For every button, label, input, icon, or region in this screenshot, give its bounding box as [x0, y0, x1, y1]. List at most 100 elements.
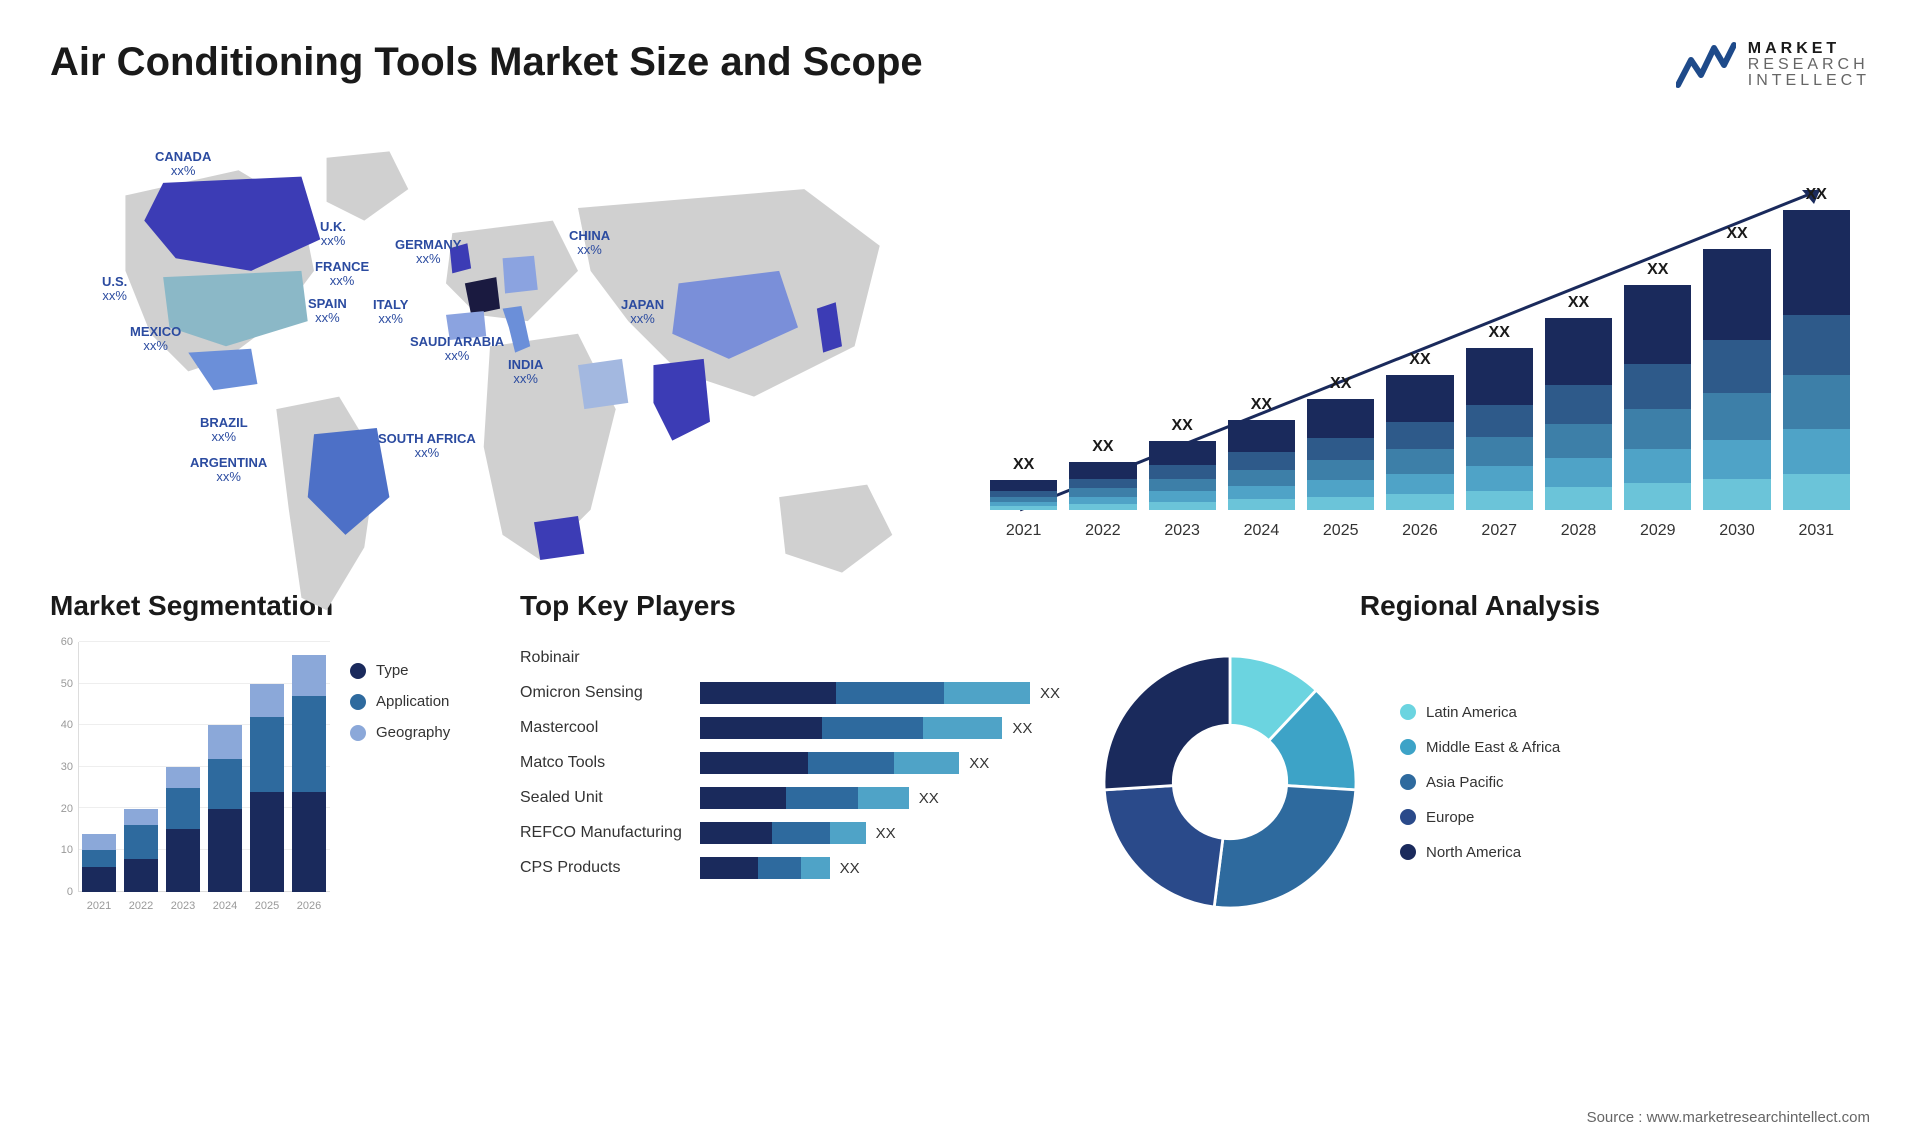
growth-xlabel: 2031 — [1783, 522, 1850, 540]
legend-label: Europe — [1426, 809, 1474, 826]
seg-bar — [124, 642, 158, 892]
map-label: ARGENTINAxx% — [190, 456, 267, 485]
growth-xlabel: 2026 — [1386, 522, 1453, 540]
legend-label: Application — [376, 693, 449, 710]
growth-bar: XX — [1545, 180, 1612, 510]
growth-chart-panel: XXXXXXXXXXXXXXXXXXXXXX 20212022202320242… — [970, 120, 1870, 540]
map-label: U.K.xx% — [320, 220, 346, 249]
keyplayer-name: CPS Products — [520, 859, 700, 877]
growth-bar-value: XX — [1647, 261, 1668, 279]
seg-ytick: 40 — [61, 719, 73, 731]
map-label: BRAZILxx% — [200, 416, 248, 445]
growth-bar: XX — [990, 180, 1057, 510]
growth-bar-value: XX — [1330, 375, 1351, 393]
seg-bar — [250, 642, 284, 892]
legend-dot-icon — [1400, 774, 1416, 790]
legend-label: Asia Pacific — [1426, 774, 1504, 791]
seg-xlabel: 2021 — [82, 900, 116, 912]
seg-bar — [166, 642, 200, 892]
legend-dot-icon — [1400, 704, 1416, 720]
keyplayer-row: Matco Tools XX — [520, 747, 1060, 779]
keyplayer-value: XX — [1012, 720, 1032, 737]
keyplayer-bar — [700, 857, 830, 879]
legend-item: Latin America — [1400, 704, 1560, 721]
keyplayer-name: Robinair — [520, 649, 700, 667]
seg-ytick: 50 — [61, 678, 73, 690]
growth-xlabel: 2024 — [1228, 522, 1295, 540]
seg-xlabel: 2024 — [208, 900, 242, 912]
legend-dot-icon — [350, 694, 366, 710]
map-label: SAUDI ARABIAxx% — [410, 335, 504, 364]
seg-ytick: 30 — [61, 761, 73, 773]
map-label: CHINAxx% — [569, 229, 610, 258]
legend-label: Geography — [376, 724, 450, 741]
keyplayer-bar — [700, 787, 909, 809]
keyplayer-value: XX — [969, 755, 989, 772]
legend-item: Middle East & Africa — [1400, 739, 1560, 756]
logo-text-1: MARKET — [1748, 41, 1870, 57]
keyplayer-name: Mastercool — [520, 719, 700, 737]
growth-xlabel: 2029 — [1624, 522, 1691, 540]
legend-dot-icon — [1400, 844, 1416, 860]
map-label: CANADAxx% — [155, 150, 211, 179]
growth-xlabel: 2027 — [1466, 522, 1533, 540]
growth-bar-value: XX — [1013, 456, 1034, 474]
map-label: MEXICOxx% — [130, 325, 181, 354]
keyplayer-row: Sealed UnitXX — [520, 782, 1060, 814]
seg-xlabel: 2026 — [292, 900, 326, 912]
legend-item: North America — [1400, 844, 1560, 861]
keyplayer-bar — [700, 752, 959, 774]
seg-ytick: 20 — [61, 803, 73, 815]
map-label: U.S.xx% — [102, 275, 127, 304]
growth-xlabels: 2021202220232024202520262027202820292030… — [990, 522, 1850, 540]
legend-label: Latin America — [1426, 704, 1517, 721]
legend-dot-icon — [1400, 739, 1416, 755]
map-label: INDIAxx% — [508, 358, 543, 387]
seg-xlabel: 2022 — [124, 900, 158, 912]
logo-text-2: RESEARCH — [1748, 57, 1870, 73]
seg-ytick: 10 — [61, 844, 73, 856]
legend-item: Geography — [350, 724, 450, 741]
growth-bar-value: XX — [1489, 324, 1510, 342]
regional-donut — [1090, 642, 1370, 922]
map-label: JAPANxx% — [621, 298, 664, 327]
legend-dot-icon — [1400, 809, 1416, 825]
legend-item: Application — [350, 693, 450, 710]
growth-bar: XX — [1703, 180, 1770, 510]
growth-bar: XX — [1228, 180, 1295, 510]
seg-xlabel: 2023 — [166, 900, 200, 912]
legend-dot-icon — [350, 663, 366, 679]
keyplayer-row: Omicron SensingXX — [520, 677, 1060, 709]
map-label: SOUTH AFRICAxx% — [378, 432, 476, 461]
seg-bar — [82, 642, 116, 892]
regional-legend: Latin America Middle East & Africa Asia Pa… — [1400, 704, 1560, 861]
legend-item: Type — [350, 662, 450, 679]
growth-bar-value: XX — [1171, 417, 1192, 435]
keyplayer-name: REFCO Manufacturing — [520, 824, 700, 842]
keyplayer-value: XX — [840, 860, 860, 877]
growth-bar-value: XX — [1092, 438, 1113, 456]
keyplayer-value: XX — [1040, 685, 1060, 702]
growth-xlabel: 2021 — [990, 522, 1057, 540]
growth-bar: XX — [1307, 180, 1374, 510]
keyplayer-value: XX — [876, 825, 896, 842]
keyplayer-name: Matco Tools — [520, 754, 700, 772]
legend-item: Asia Pacific — [1400, 774, 1560, 791]
regional-title: Regional Analysis — [1090, 590, 1870, 622]
growth-bar-value: XX — [1251, 396, 1272, 414]
growth-bar-value: XX — [1726, 225, 1747, 243]
segmentation-chart: 0102030405060 202120222023202420252026 — [50, 642, 330, 912]
legend-item: Europe — [1400, 809, 1560, 826]
growth-xlabel: 2030 — [1703, 522, 1770, 540]
brand-logo: MARKET RESEARCH INTELLECT — [1676, 40, 1870, 90]
source-text: Source : www.marketresearchintellect.com — [1587, 1109, 1870, 1126]
seg-bar — [208, 642, 242, 892]
growth-bar: XX — [1783, 180, 1850, 510]
growth-bar-value: XX — [1409, 351, 1430, 369]
world-map — [50, 120, 930, 648]
seg-xlabel: 2025 — [250, 900, 284, 912]
keyplayer-bar — [700, 717, 1002, 739]
seg-ytick: 60 — [61, 636, 73, 648]
legend-label: North America — [1426, 844, 1521, 861]
growth-bar-value: XX — [1806, 186, 1827, 204]
